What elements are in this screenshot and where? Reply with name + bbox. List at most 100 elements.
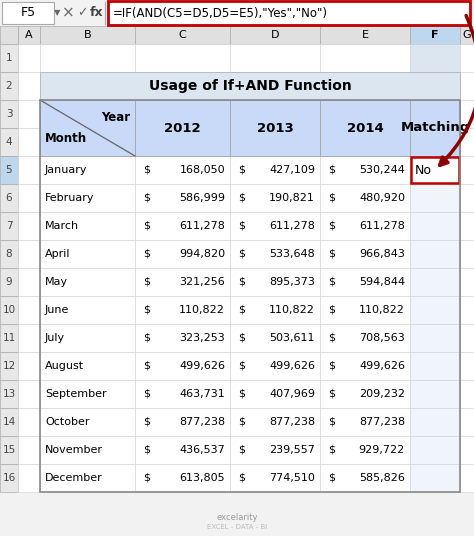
Text: 407,969: 407,969 bbox=[269, 389, 315, 399]
Bar bbox=[18, 212, 40, 240]
Bar bbox=[18, 44, 40, 72]
Text: excelarity: excelarity bbox=[216, 513, 258, 523]
Bar bbox=[18, 464, 40, 492]
Text: F5: F5 bbox=[20, 6, 36, 19]
Bar bbox=[320, 72, 410, 100]
Text: 499,626: 499,626 bbox=[359, 361, 405, 371]
Bar bbox=[460, 72, 474, 100]
Bar bbox=[0, 100, 18, 128]
Bar bbox=[320, 156, 410, 184]
Text: $: $ bbox=[238, 221, 245, 231]
Text: 13: 13 bbox=[2, 389, 16, 399]
Text: 533,648: 533,648 bbox=[269, 249, 315, 259]
Bar bbox=[410, 212, 460, 240]
Bar bbox=[0, 72, 18, 100]
Bar bbox=[410, 44, 460, 72]
Bar bbox=[230, 268, 320, 296]
Bar bbox=[230, 72, 320, 100]
Bar bbox=[18, 240, 40, 268]
Text: $: $ bbox=[143, 277, 150, 287]
Bar bbox=[40, 100, 460, 492]
Text: 3: 3 bbox=[6, 109, 12, 119]
Bar bbox=[410, 128, 460, 156]
Text: 966,843: 966,843 bbox=[359, 249, 405, 259]
Bar bbox=[135, 156, 230, 184]
Bar bbox=[460, 464, 474, 492]
Text: March: March bbox=[45, 221, 79, 231]
Bar bbox=[0, 296, 18, 324]
Bar bbox=[135, 128, 230, 156]
Bar bbox=[135, 26, 230, 44]
Text: 611,278: 611,278 bbox=[359, 221, 405, 231]
Text: $: $ bbox=[143, 445, 150, 455]
Bar bbox=[18, 100, 40, 128]
Bar bbox=[460, 156, 474, 184]
Bar bbox=[460, 100, 474, 128]
Bar bbox=[460, 212, 474, 240]
Text: C: C bbox=[179, 30, 186, 40]
Bar bbox=[40, 100, 135, 156]
Text: $: $ bbox=[238, 333, 245, 343]
Text: $: $ bbox=[238, 389, 245, 399]
Bar bbox=[0, 352, 18, 380]
Bar bbox=[320, 464, 410, 492]
Bar bbox=[40, 26, 135, 44]
Bar bbox=[230, 184, 320, 212]
Bar bbox=[0, 268, 18, 296]
Bar bbox=[230, 436, 320, 464]
Text: 110,822: 110,822 bbox=[179, 305, 225, 315]
Text: $: $ bbox=[328, 305, 335, 315]
Bar bbox=[0, 436, 18, 464]
Text: A: A bbox=[25, 30, 33, 40]
Bar bbox=[230, 408, 320, 436]
Bar bbox=[320, 100, 410, 156]
Text: $: $ bbox=[143, 473, 150, 483]
Text: 708,563: 708,563 bbox=[359, 333, 405, 343]
Text: ×: × bbox=[62, 5, 74, 20]
Text: 2013: 2013 bbox=[256, 122, 293, 135]
Text: 2014: 2014 bbox=[346, 122, 383, 135]
Text: Year: Year bbox=[101, 111, 130, 124]
Bar bbox=[18, 324, 40, 352]
Bar bbox=[135, 184, 230, 212]
Text: No: No bbox=[415, 163, 432, 176]
Text: 877,238: 877,238 bbox=[269, 417, 315, 427]
Bar bbox=[320, 128, 410, 156]
Bar bbox=[410, 380, 460, 408]
Bar bbox=[18, 296, 40, 324]
Bar bbox=[40, 380, 135, 408]
Bar bbox=[18, 268, 40, 296]
Bar bbox=[135, 212, 230, 240]
Text: D: D bbox=[271, 30, 279, 40]
Text: 8: 8 bbox=[6, 249, 12, 259]
Bar bbox=[230, 128, 320, 156]
Bar bbox=[40, 408, 135, 436]
Text: 10: 10 bbox=[2, 305, 16, 315]
Text: July: July bbox=[45, 333, 65, 343]
Bar bbox=[460, 184, 474, 212]
Bar bbox=[135, 240, 230, 268]
Bar bbox=[460, 324, 474, 352]
Text: ▼: ▼ bbox=[54, 9, 60, 18]
Bar bbox=[40, 464, 135, 492]
Bar bbox=[410, 100, 460, 156]
Text: 5: 5 bbox=[6, 165, 12, 175]
Bar bbox=[0, 184, 18, 212]
Text: 499,626: 499,626 bbox=[269, 361, 315, 371]
Text: 321,256: 321,256 bbox=[179, 277, 225, 287]
Text: 16: 16 bbox=[2, 473, 16, 483]
Text: $: $ bbox=[238, 165, 245, 175]
Text: $: $ bbox=[143, 333, 150, 343]
Text: April: April bbox=[45, 249, 71, 259]
Text: 877,238: 877,238 bbox=[179, 417, 225, 427]
Text: 427,109: 427,109 bbox=[269, 165, 315, 175]
Bar bbox=[460, 436, 474, 464]
Text: 586,999: 586,999 bbox=[179, 193, 225, 203]
Text: 239,557: 239,557 bbox=[269, 445, 315, 455]
Text: 530,244: 530,244 bbox=[359, 165, 405, 175]
Text: $: $ bbox=[143, 165, 150, 175]
Text: EXCEL - DATA - BI: EXCEL - DATA - BI bbox=[207, 524, 267, 530]
Text: G: G bbox=[463, 30, 471, 40]
Text: $: $ bbox=[143, 361, 150, 371]
Text: 9: 9 bbox=[6, 277, 12, 287]
